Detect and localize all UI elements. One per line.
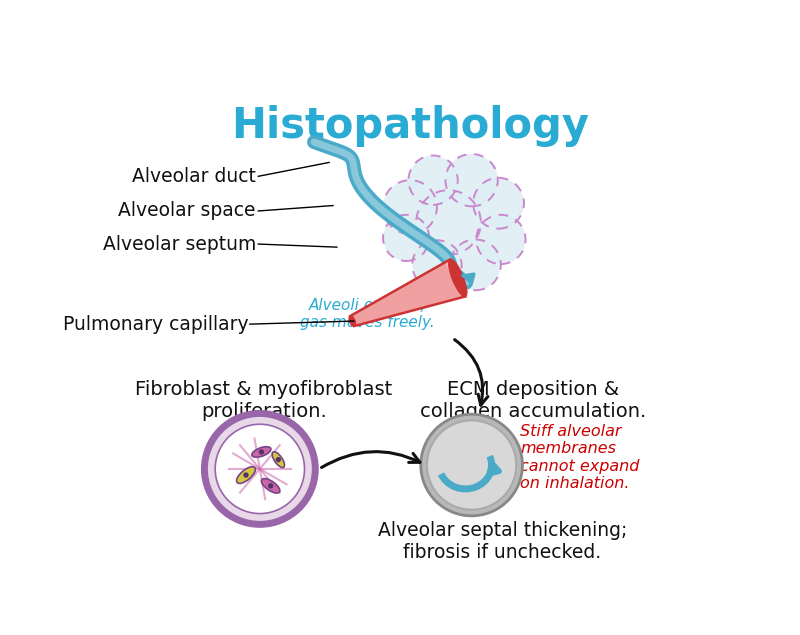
Text: Alveoli expand,
gas moves freely.: Alveoli expand, gas moves freely.	[300, 298, 435, 330]
Circle shape	[383, 215, 430, 261]
Circle shape	[446, 154, 498, 206]
Text: Alveolar space: Alveolar space	[118, 201, 256, 220]
Circle shape	[409, 156, 458, 205]
Circle shape	[427, 420, 516, 510]
Ellipse shape	[349, 316, 355, 326]
Ellipse shape	[272, 451, 285, 467]
Ellipse shape	[449, 259, 467, 297]
Text: Histopathology: Histopathology	[231, 105, 589, 147]
Circle shape	[268, 483, 274, 488]
Circle shape	[383, 180, 437, 234]
Circle shape	[205, 413, 315, 525]
Circle shape	[276, 457, 281, 462]
Ellipse shape	[237, 467, 255, 483]
Circle shape	[421, 414, 522, 516]
Text: Stiff alveolar
membranes
cannot expand
on inhalation.: Stiff alveolar membranes cannot expand o…	[520, 424, 639, 491]
Text: ECM deposition &
collagen accumulation.: ECM deposition & collagen accumulation.	[420, 380, 646, 422]
Circle shape	[416, 190, 481, 255]
Ellipse shape	[252, 446, 271, 457]
Circle shape	[243, 472, 249, 478]
Text: Fibroblast & myofibroblast
proliferation.: Fibroblast & myofibroblast proliferation…	[135, 380, 392, 422]
Text: Alveolar duct: Alveolar duct	[132, 167, 256, 186]
Circle shape	[258, 450, 264, 455]
Circle shape	[450, 239, 501, 290]
Text: Pulmonary capillary: Pulmonary capillary	[62, 314, 248, 333]
Circle shape	[476, 215, 526, 264]
Circle shape	[412, 240, 462, 290]
Polygon shape	[350, 260, 466, 326]
Text: Alveolar septal thickening;
fibrosis if unchecked.: Alveolar septal thickening; fibrosis if …	[378, 521, 627, 562]
Ellipse shape	[262, 479, 280, 493]
Circle shape	[215, 424, 305, 514]
Circle shape	[473, 178, 524, 229]
Text: Alveolar septum: Alveolar septum	[102, 234, 256, 253]
